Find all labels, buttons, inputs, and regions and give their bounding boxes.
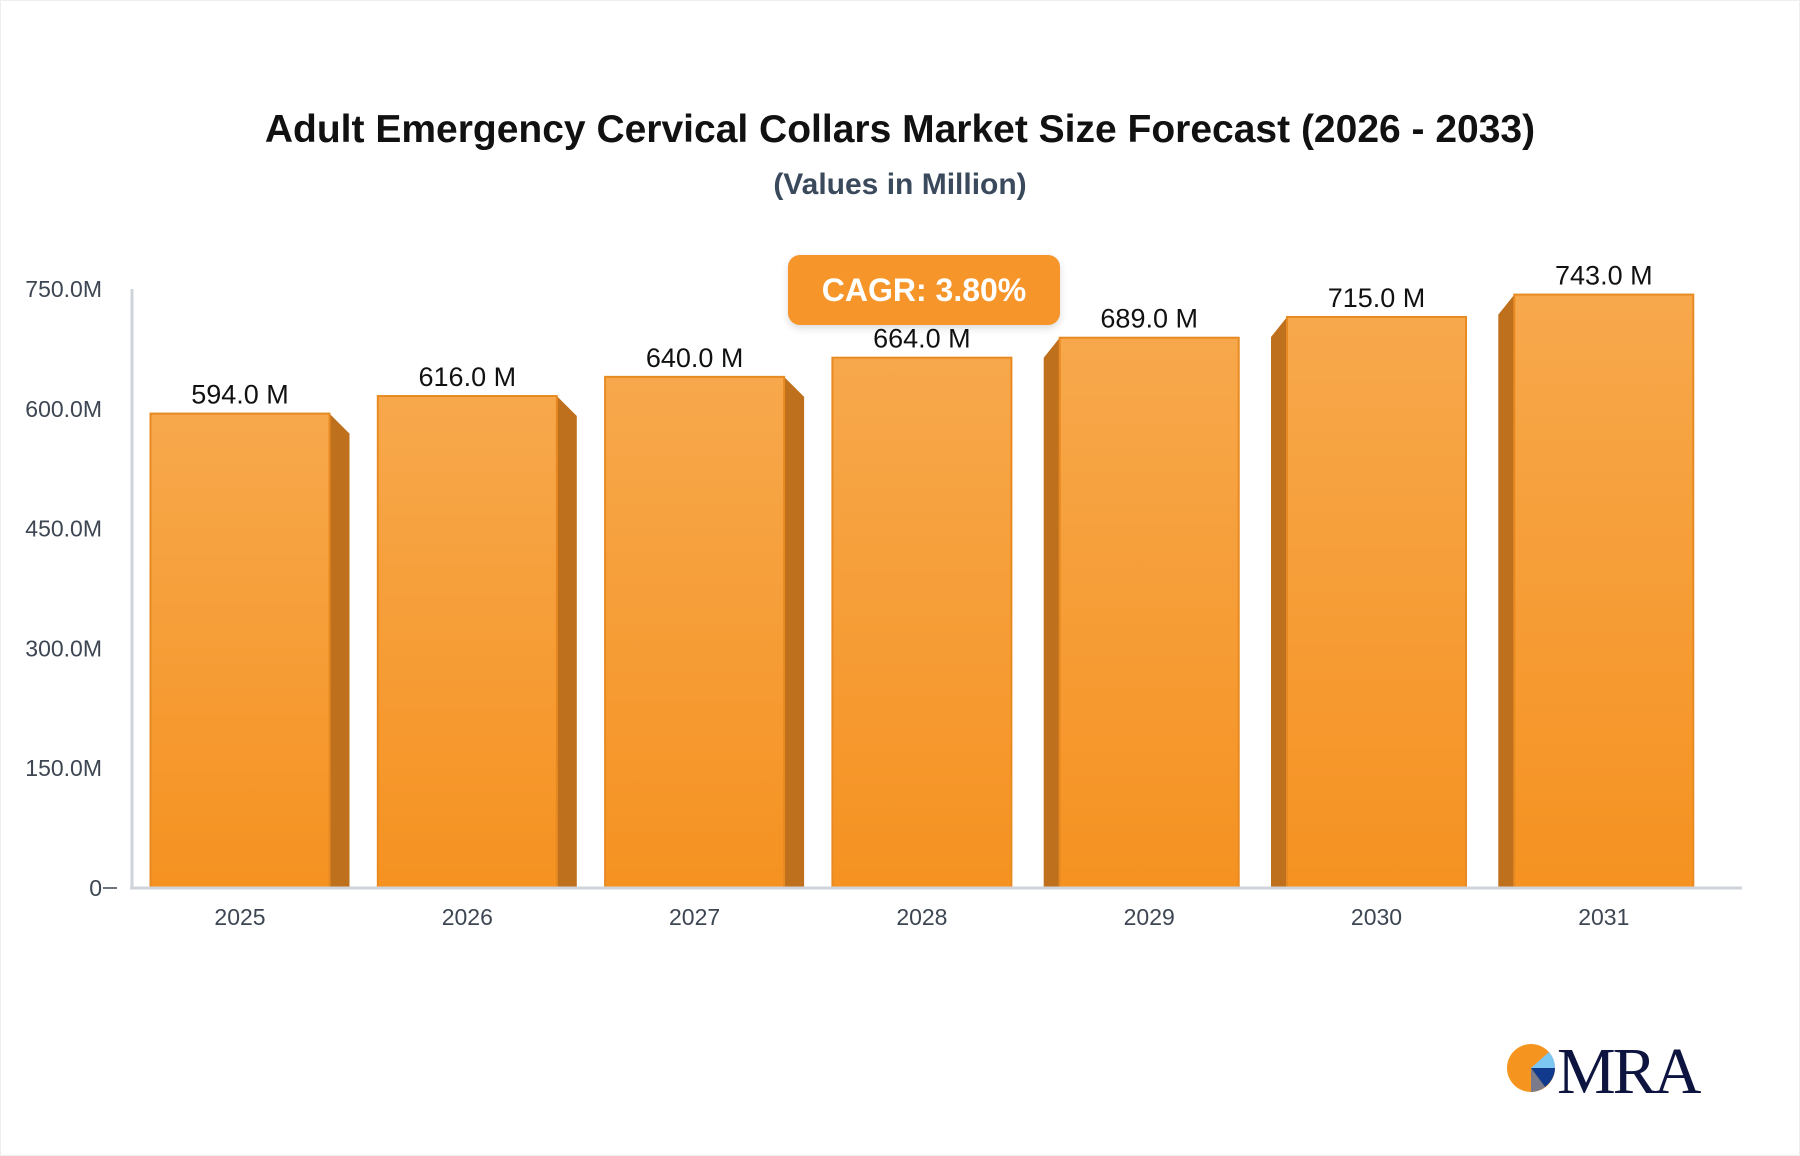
bar-front [831, 356, 1013, 889]
bar-2031: 743.0 M [1498, 261, 1695, 890]
mra-logo: MRA [1505, 1035, 1705, 1108]
data-label: 616.0 M [419, 362, 517, 392]
bar-2029: 689.0 M [1043, 304, 1240, 889]
logo-text: MRA [1557, 1035, 1701, 1108]
bar-front [376, 395, 558, 889]
y-tick-label: 0 [89, 875, 102, 901]
bar-2030: 715.0 M [1271, 283, 1467, 890]
bar-2027: 640.0 M [604, 343, 805, 889]
data-label: 715.0 M [1328, 283, 1426, 313]
y-tick-label: 750.0M [25, 276, 102, 302]
x-tick-label: 2025 [214, 904, 265, 930]
bar-side [1043, 337, 1060, 889]
bar-side [556, 396, 577, 888]
bar-front [149, 412, 331, 889]
x-tick-label: 2027 [669, 904, 720, 930]
bar-2026: 616.0 M [376, 362, 577, 889]
bar-side [1271, 316, 1287, 888]
data-label: 689.0 M [1100, 304, 1198, 334]
cagr-badge: CAGR: 3.80% [788, 255, 1060, 325]
bar-side [784, 376, 805, 888]
data-label: 664.0 M [873, 324, 971, 354]
data-label: 594.0 M [191, 380, 289, 410]
x-tick-label: 2031 [1578, 904, 1629, 930]
bar-front [1286, 315, 1467, 890]
pie-logo-icon [1507, 1044, 1556, 1092]
x-tick-label: 2029 [1124, 904, 1175, 930]
y-tick-label: 450.0M [25, 516, 102, 542]
x-tick-label: 2026 [442, 904, 493, 930]
bar-2025: 594.0 M [149, 380, 350, 889]
bar-front [1058, 336, 1240, 889]
bar-side [1498, 294, 1515, 888]
x-tick-label: 2030 [1351, 904, 1402, 930]
data-label: 640.0 M [646, 343, 744, 373]
bar-side [329, 413, 350, 888]
y-tick-label: 300.0M [25, 635, 102, 661]
data-label: 743.0 M [1555, 261, 1653, 291]
bar-front [604, 375, 786, 889]
chart-subtitle: (Values in Million) [773, 168, 1027, 201]
chart-title: Adult Emergency Cervical Collars Market … [264, 108, 1536, 151]
y-tick-label: 150.0M [25, 755, 102, 781]
y-tick-label: 600.0M [25, 396, 102, 422]
bar-2028: 664.0 M [831, 324, 1013, 889]
bar-front [1513, 293, 1695, 890]
x-tick-label: 2028 [896, 904, 947, 930]
